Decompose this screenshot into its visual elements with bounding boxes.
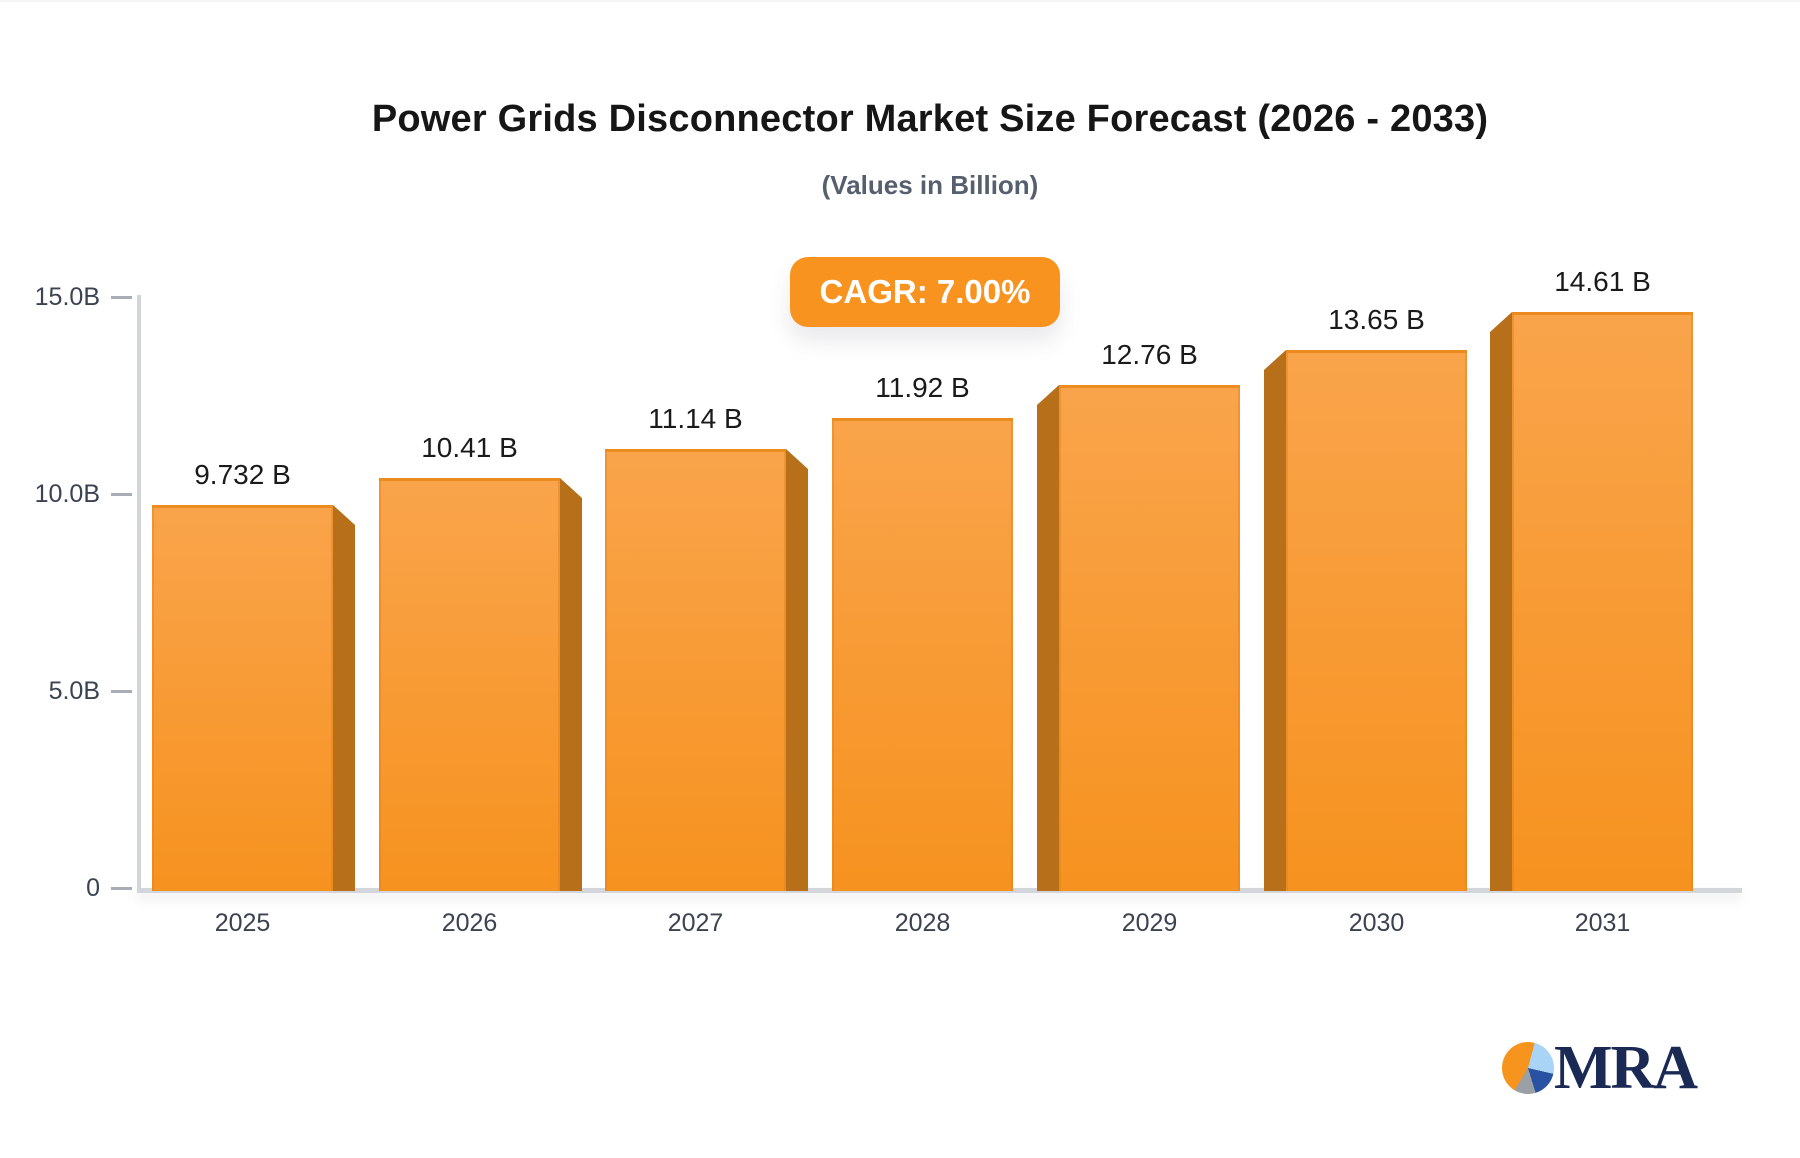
bar-2026 xyxy=(379,478,560,891)
x-axis-label: 2028 xyxy=(894,909,951,937)
bar-3d-side xyxy=(786,449,808,891)
y-tick-mark xyxy=(111,296,132,299)
bar-value-label: 14.61 B xyxy=(1554,266,1651,297)
mra-logo: MRA xyxy=(1502,1034,1698,1102)
bar-value-label: 11.14 B xyxy=(648,403,743,434)
y-tick-mark xyxy=(111,493,132,496)
bar-3d-side xyxy=(1264,350,1286,891)
bar-value-label: 9.732 B xyxy=(194,459,291,490)
bar-3d-side xyxy=(1490,312,1512,891)
bar-2028 xyxy=(832,418,1013,891)
x-axis-label: 2030 xyxy=(1348,909,1405,937)
y-tick-label: 10.0B xyxy=(34,480,100,508)
x-axis-label: 2031 xyxy=(1574,909,1631,937)
bar-3d-side xyxy=(1037,385,1059,891)
logo-text: MRA xyxy=(1554,1034,1698,1102)
x-axis-label: 2027 xyxy=(667,909,724,937)
bar-2025 xyxy=(152,505,333,891)
chart-title: Power Grids Disconnector Market Size For… xyxy=(371,98,1489,140)
pie-chart-logo-icon xyxy=(1502,1042,1554,1094)
y-tick-mark xyxy=(111,887,132,890)
chart-subtitle: (Values in Billion) xyxy=(821,170,1039,200)
x-axis-label: 2025 xyxy=(214,909,271,937)
y-tick-mark xyxy=(111,690,132,693)
bar-value-label: 13.65 B xyxy=(1328,304,1425,335)
y-tick-label: 0 xyxy=(86,874,100,902)
bar-3d-side xyxy=(333,505,355,891)
y-tick-label: 5.0B xyxy=(48,677,100,705)
bar-2030 xyxy=(1286,350,1467,891)
bar-value-label: 10.41 B xyxy=(421,432,518,463)
bar-3d-side xyxy=(560,478,582,891)
bar-2027 xyxy=(605,449,786,891)
bar-value-label: 12.76 B xyxy=(1101,339,1198,370)
cagr-badge-label: CAGR: 7.00% xyxy=(819,273,1031,310)
y-tick-label: 15.0B xyxy=(34,283,100,311)
cagr-badge: CAGR: 7.00% xyxy=(790,257,1060,327)
bar-value-label: 11.92 B xyxy=(875,372,970,403)
bar-2029 xyxy=(1059,385,1240,891)
x-axis-label: 2029 xyxy=(1121,909,1178,937)
y-axis-line xyxy=(137,295,141,893)
bar-2031 xyxy=(1512,312,1693,891)
x-axis-label: 2026 xyxy=(441,909,498,937)
